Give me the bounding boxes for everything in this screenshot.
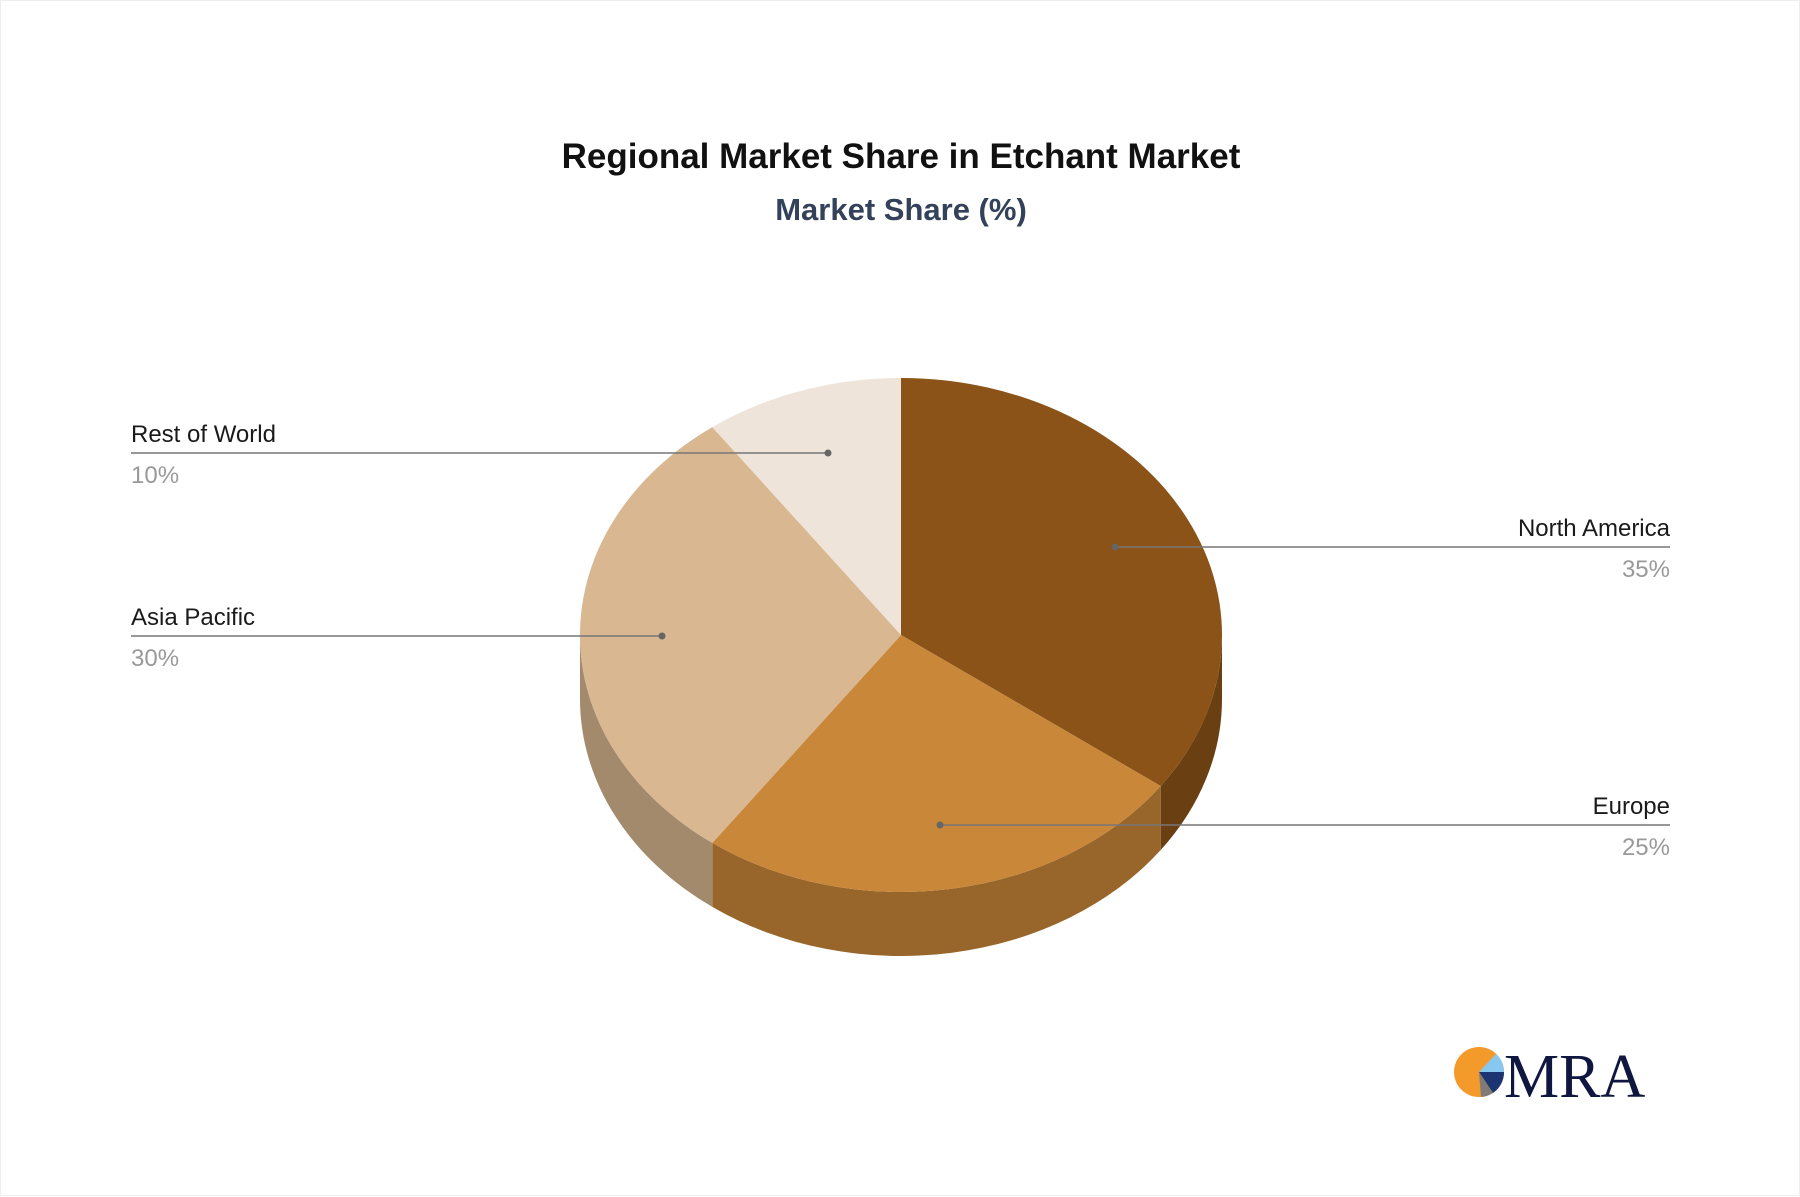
slice-label: North America (1518, 515, 1671, 542)
slice-value-label: 35% (1622, 556, 1670, 583)
leader-dot (1111, 543, 1119, 551)
pie-slice-europe[interactable] (712, 635, 1161, 892)
pie-side-1 (712, 786, 1161, 957)
pie-side-0 (1160, 635, 1222, 851)
pie-slice-rest-of-world[interactable] (712, 378, 901, 635)
pie-slice-north-america[interactable] (901, 378, 1222, 787)
mra-logo: MRA (1454, 1043, 1645, 1103)
chart-subtitle: Market Share (%) (775, 192, 1027, 227)
leader-dot (658, 632, 666, 640)
slice-label: Europe (1593, 793, 1670, 820)
slice-value-label: 30% (131, 645, 179, 672)
pie-slice-asia-pacific[interactable] (579, 427, 901, 843)
slice-label: Asia Pacific (131, 604, 255, 631)
slice-value-label: 10% (131, 462, 179, 489)
pie-side-2 (580, 635, 713, 907)
slice-value-label: 25% (1622, 834, 1670, 861)
slice-label: Rest of World (131, 421, 276, 448)
leader-dot (936, 821, 944, 829)
svg-text:MRA: MRA (1504, 1043, 1645, 1103)
leader-dot (824, 449, 832, 457)
chart-title: Regional Market Share in Etchant Market (561, 137, 1241, 176)
